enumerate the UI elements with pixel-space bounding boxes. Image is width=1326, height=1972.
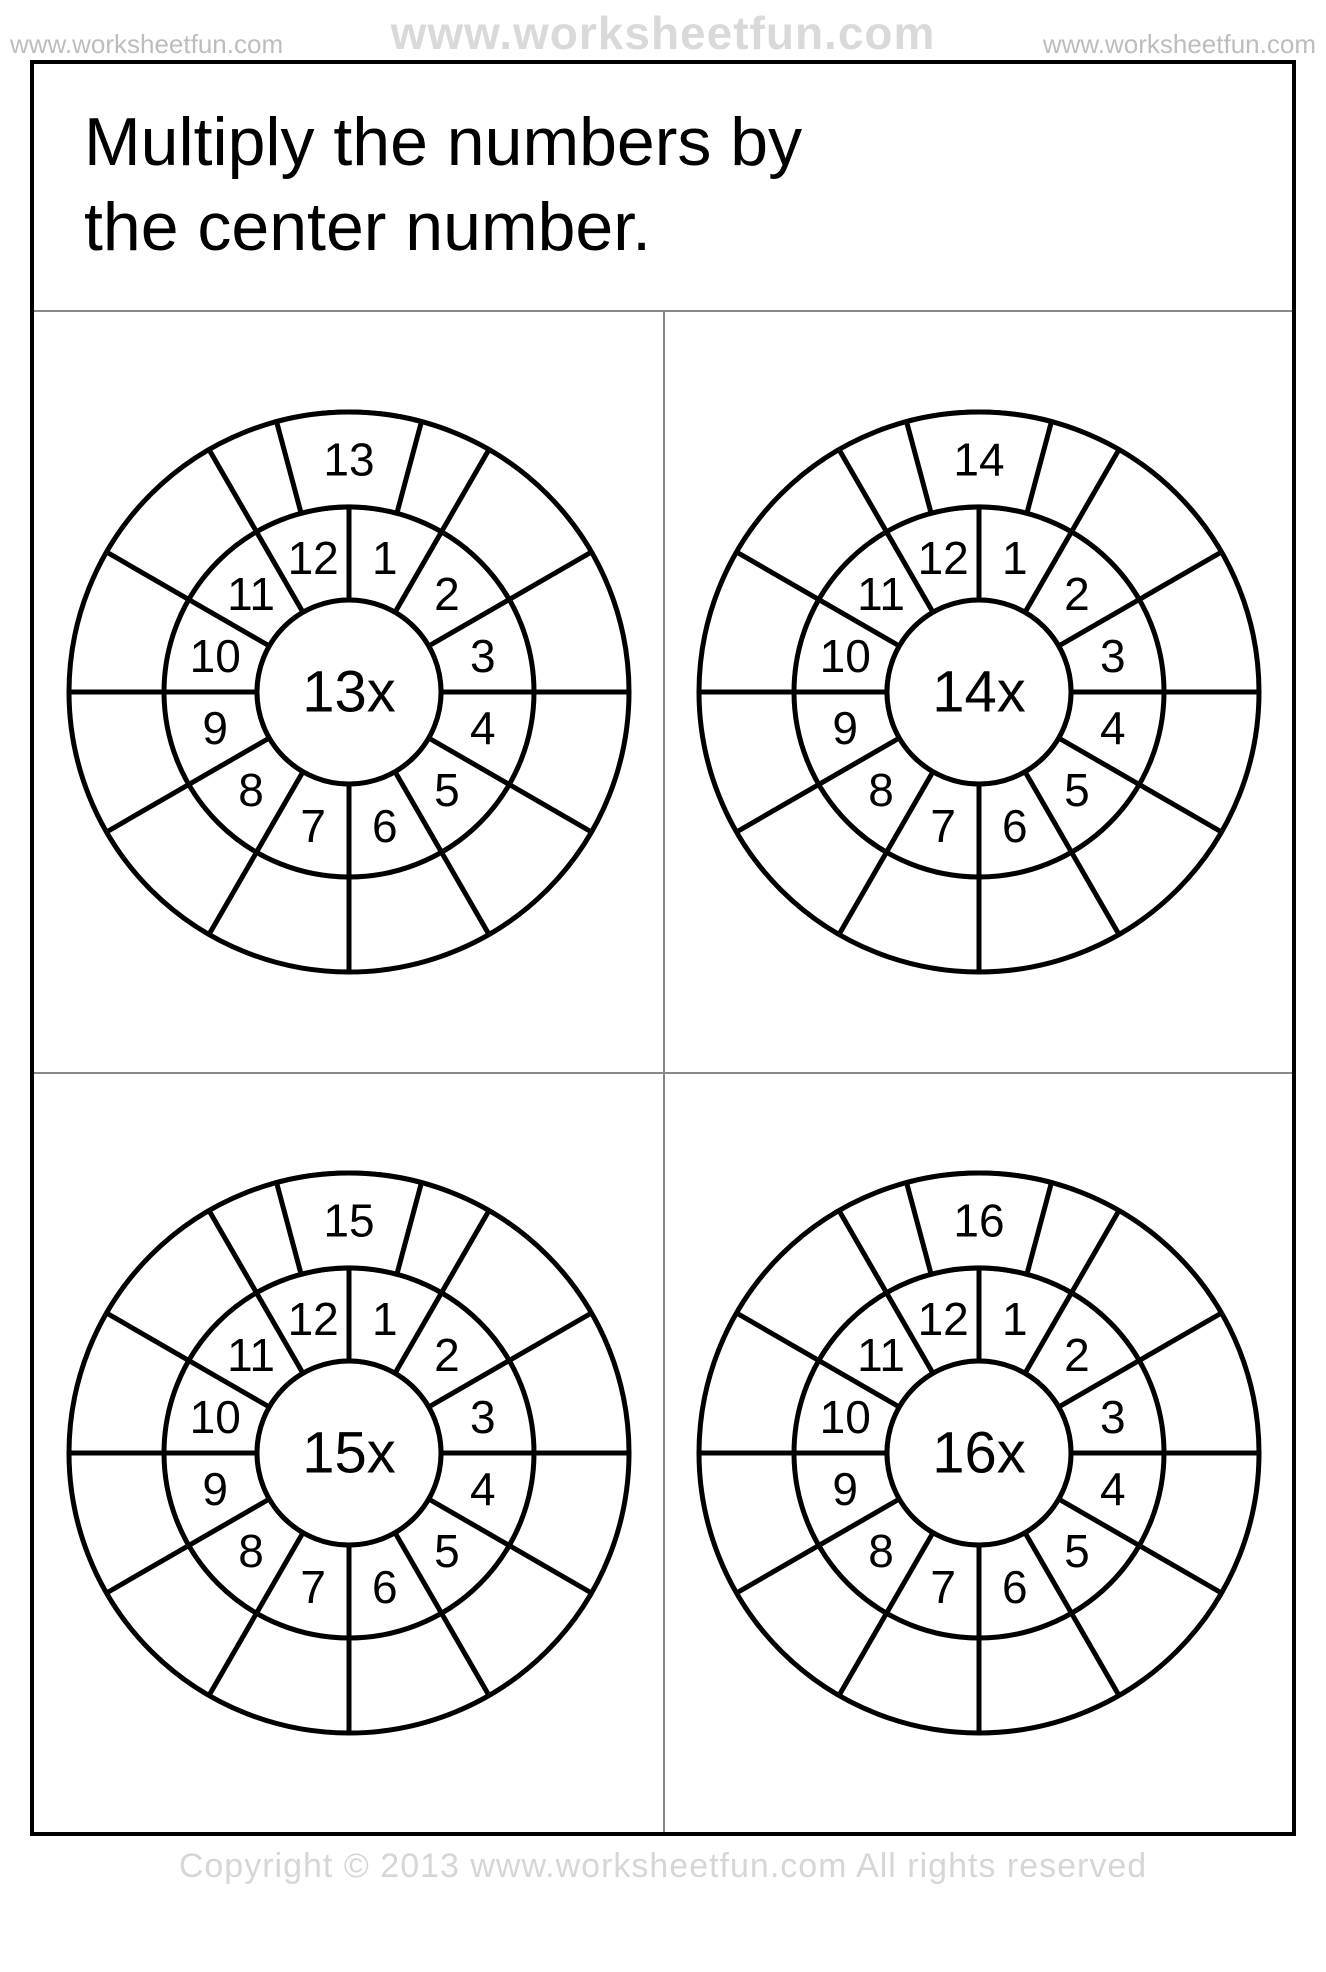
worksheet-frame: Multiply the numbers by the center numbe… bbox=[30, 60, 1296, 1836]
inner-number: 9 bbox=[832, 702, 858, 754]
inner-number: 8 bbox=[238, 1525, 264, 1577]
start-label: 14 bbox=[953, 434, 1004, 486]
wheel-cell-15x: 1234567891011121515x bbox=[34, 1072, 663, 1832]
inner-number: 7 bbox=[930, 800, 956, 852]
watermark-right: www.worksheetfun.com bbox=[1043, 29, 1316, 60]
inner-number: 12 bbox=[917, 532, 968, 584]
inner-number: 6 bbox=[1002, 800, 1028, 852]
wheel-cell-13x: 1234567891011121313x bbox=[34, 312, 663, 1072]
inner-number: 2 bbox=[1064, 568, 1090, 620]
multiplication-wheel-16x: 1234567891011121616x bbox=[679, 1153, 1279, 1753]
inner-number: 3 bbox=[1099, 630, 1125, 682]
inner-number: 11 bbox=[857, 1329, 905, 1381]
multiplication-wheel-14x: 1234567891011121414x bbox=[679, 392, 1279, 992]
center-label: 14x bbox=[932, 660, 1026, 725]
inner-number: 10 bbox=[189, 1391, 240, 1443]
inner-number: 4 bbox=[1099, 702, 1125, 754]
center-label: 16x bbox=[932, 1421, 1026, 1486]
inner-number: 5 bbox=[1064, 1525, 1090, 1577]
worksheet-page: www.worksheetfun.com www.worksheetfun.co… bbox=[0, 0, 1326, 1896]
inner-number: 3 bbox=[469, 1391, 495, 1443]
inner-number: 6 bbox=[372, 1561, 398, 1613]
watermark-left: www.worksheetfun.com bbox=[10, 29, 283, 60]
inner-number: 5 bbox=[434, 764, 460, 816]
inner-number: 10 bbox=[819, 630, 870, 682]
inner-number: 1 bbox=[372, 532, 398, 584]
inner-number: 10 bbox=[189, 630, 240, 682]
inner-number: 7 bbox=[300, 800, 326, 852]
inner-number: 2 bbox=[434, 568, 460, 620]
center-label: 15x bbox=[302, 1421, 396, 1486]
inner-number: 6 bbox=[372, 800, 398, 852]
inner-number: 8 bbox=[868, 1525, 894, 1577]
inner-number: 4 bbox=[1099, 1463, 1125, 1515]
inner-number: 1 bbox=[1002, 1293, 1028, 1345]
inner-number: 7 bbox=[300, 1561, 326, 1613]
inner-number: 1 bbox=[372, 1293, 398, 1345]
center-label: 13x bbox=[302, 660, 396, 725]
inner-number: 11 bbox=[857, 568, 905, 620]
inner-number: 9 bbox=[202, 1463, 228, 1515]
multiplication-wheel-13x: 1234567891011121313x bbox=[49, 392, 649, 992]
inner-number: 5 bbox=[434, 1525, 460, 1577]
inner-number: 11 bbox=[227, 1329, 275, 1381]
inner-number: 2 bbox=[1064, 1329, 1090, 1381]
inner-number: 11 bbox=[227, 568, 275, 620]
inner-number: 10 bbox=[819, 1391, 870, 1443]
inner-number: 4 bbox=[469, 702, 495, 754]
inner-number: 3 bbox=[469, 630, 495, 682]
inner-number: 9 bbox=[832, 1463, 858, 1515]
inner-number: 12 bbox=[287, 1293, 338, 1345]
inner-number: 12 bbox=[287, 532, 338, 584]
watermark-center: www.worksheetfun.com bbox=[391, 6, 936, 60]
wheel-cell-14x: 1234567891011121414x bbox=[663, 312, 1292, 1072]
inner-number: 1 bbox=[1002, 532, 1028, 584]
inner-number: 12 bbox=[917, 1293, 968, 1345]
watermark-footer: Copyright © 2013 www.worksheetfun.com Al… bbox=[0, 1836, 1326, 1896]
wheel-cell-16x: 1234567891011121616x bbox=[663, 1072, 1292, 1832]
inner-number: 3 bbox=[1099, 1391, 1125, 1443]
wheel-grid: 1234567891011121313x 1234567891011121414… bbox=[34, 312, 1292, 1832]
inner-number: 7 bbox=[930, 1561, 956, 1613]
inner-number: 5 bbox=[1064, 764, 1090, 816]
multiplication-wheel-15x: 1234567891011121515x bbox=[49, 1153, 649, 1753]
start-label: 13 bbox=[323, 434, 374, 486]
watermark-top-row: www.worksheetfun.com www.worksheetfun.co… bbox=[0, 0, 1326, 60]
instruction-block: Multiply the numbers by the center numbe… bbox=[34, 64, 1292, 312]
instruction-line-1: Multiply the numbers by bbox=[84, 100, 1242, 185]
instruction-line-2: the center number. bbox=[84, 185, 1242, 270]
inner-number: 9 bbox=[202, 702, 228, 754]
start-label: 15 bbox=[323, 1195, 374, 1247]
start-label: 16 bbox=[953, 1195, 1004, 1247]
inner-number: 6 bbox=[1002, 1561, 1028, 1613]
inner-number: 8 bbox=[868, 764, 894, 816]
inner-number: 8 bbox=[238, 764, 264, 816]
inner-number: 2 bbox=[434, 1329, 460, 1381]
inner-number: 4 bbox=[469, 1463, 495, 1515]
